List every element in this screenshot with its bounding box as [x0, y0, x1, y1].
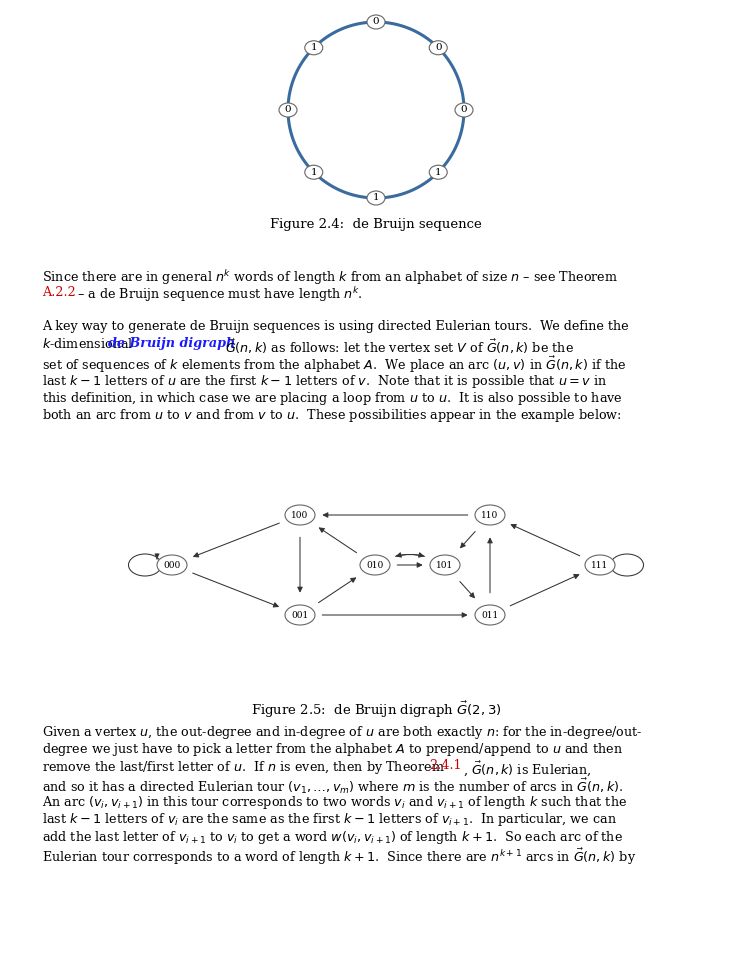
Text: 1: 1	[373, 194, 379, 203]
Text: 0: 0	[285, 106, 291, 114]
Ellipse shape	[367, 191, 385, 205]
Text: 111: 111	[591, 561, 608, 569]
Text: 100: 100	[291, 511, 308, 519]
Text: 010: 010	[366, 561, 384, 569]
Text: A.2.2: A.2.2	[42, 285, 76, 299]
Ellipse shape	[305, 40, 323, 55]
Ellipse shape	[430, 555, 460, 575]
Text: and so it has a directed Eulerian tour $(v_1,\ldots,v_m)$ where $m$ is the numbe: and so it has a directed Eulerian tour $…	[42, 777, 623, 796]
Text: $k$-dimensional: $k$-dimensional	[42, 338, 134, 351]
Text: 2.4.1: 2.4.1	[429, 759, 462, 772]
Text: both an arc from $u$ to $v$ and from $v$ to $u$.  These possibilities appear in : both an arc from $u$ to $v$ and from $v$…	[42, 407, 622, 424]
Text: de Bruijn digraph: de Bruijn digraph	[108, 338, 235, 350]
Text: – a de Bruijn sequence must have length $n^k$.: – a de Bruijn sequence must have length …	[77, 285, 362, 304]
Text: A key way to generate de Bruijn sequences is using directed Eulerian tours.  We : A key way to generate de Bruijn sequence…	[42, 320, 629, 333]
Text: last $k-1$ letters of $u$ are the first $k-1$ letters of $v$.  Note that it is p: last $k-1$ letters of $u$ are the first …	[42, 372, 608, 390]
Text: Figure 2.5:  de Bruijn digraph $\vec{G}(2,3)$: Figure 2.5: de Bruijn digraph $\vec{G}(2…	[250, 700, 502, 720]
Text: Given a vertex $u$, the out-degree and in-degree of $u$ are both exactly $n$: fo: Given a vertex $u$, the out-degree and i…	[42, 724, 643, 741]
Text: An arc $(v_i,v_{i+1})$ in this tour corresponds to two words $v_i$ and $v_{i+1}$: An arc $(v_i,v_{i+1})$ in this tour corr…	[42, 794, 627, 811]
Ellipse shape	[285, 505, 315, 525]
Text: 1: 1	[311, 43, 317, 52]
Ellipse shape	[429, 165, 447, 180]
Text: 110: 110	[481, 511, 499, 519]
Text: 001: 001	[291, 611, 308, 619]
Ellipse shape	[429, 40, 447, 55]
Text: 0: 0	[435, 43, 441, 52]
Ellipse shape	[475, 605, 505, 625]
Ellipse shape	[279, 103, 297, 117]
Ellipse shape	[157, 555, 187, 575]
Text: , $\vec{G}(n,k)$ is Eulerian,: , $\vec{G}(n,k)$ is Eulerian,	[463, 759, 592, 778]
Text: degree we just have to pick a letter from the alphabet $A$ to prepend/append to : degree we just have to pick a letter fro…	[42, 741, 623, 758]
Text: 101: 101	[436, 561, 453, 569]
Text: this definition, in which case we are placing a loop from $u$ to $u$.  It is als: this definition, in which case we are pl…	[42, 390, 623, 407]
Ellipse shape	[285, 605, 315, 625]
Text: add the last letter of $v_{i+1}$ to $v_i$ to get a word $w(v_i,v_{i+1})$ of leng: add the last letter of $v_{i+1}$ to $v_i…	[42, 829, 623, 846]
Text: 0: 0	[373, 17, 379, 27]
Text: Eulerian tour corresponds to a word of length $k+1$.  Since there are $n^{k+1}$ : Eulerian tour corresponds to a word of l…	[42, 847, 636, 867]
Ellipse shape	[305, 165, 323, 180]
Text: 0: 0	[461, 106, 467, 114]
Text: 000: 000	[163, 561, 180, 569]
Text: 1: 1	[435, 168, 441, 177]
Ellipse shape	[475, 505, 505, 525]
Ellipse shape	[367, 15, 385, 29]
Text: last $k-1$ letters of $v_i$ are the same as the first $k-1$ letters of $v_{i+1}$: last $k-1$ letters of $v_i$ are the same…	[42, 811, 617, 828]
Text: 1: 1	[311, 168, 317, 177]
Ellipse shape	[585, 555, 615, 575]
Ellipse shape	[360, 555, 390, 575]
Text: $\vec{G}(n,k)$ as follows: let the vertex set $V$ of $\vec{G}(n,k)$ be the: $\vec{G}(n,k)$ as follows: let the verte…	[225, 338, 574, 356]
Ellipse shape	[455, 103, 473, 117]
Text: 011: 011	[481, 611, 499, 619]
Text: Figure 2.4:  de Bruijn sequence: Figure 2.4: de Bruijn sequence	[270, 218, 482, 231]
Text: remove the last/first letter of $u$.  If $n$ is even, then by Theorem: remove the last/first letter of $u$. If …	[42, 759, 445, 776]
Text: set of sequences of $k$ elements from the alphabet $A$.  We place an arc $(u,v)$: set of sequences of $k$ elements from th…	[42, 355, 626, 375]
Text: Since there are in general $n^k$ words of length $k$ from an alphabet of size $n: Since there are in general $n^k$ words o…	[42, 268, 618, 287]
